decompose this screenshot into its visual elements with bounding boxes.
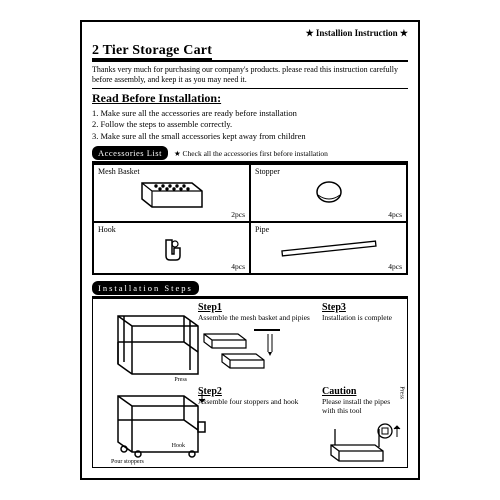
- step2-cell: Step2 Assemble four stoppers and hook: [193, 383, 317, 467]
- hook-icon: [94, 237, 249, 261]
- center-assembly-cell: Press Pour stoppers Hook: [93, 299, 193, 467]
- read-heading: Read Before Installation:: [92, 91, 408, 106]
- read-list: 1. Make sure all the accessories are rea…: [92, 108, 408, 142]
- read-item: 1. Make sure all the accessories are rea…: [92, 108, 408, 119]
- step3-text: Installation is complete: [322, 313, 402, 322]
- read-item: 3. Make sure all the small accessories k…: [92, 131, 408, 142]
- accessories-bar: Accessories List: [92, 146, 168, 160]
- acc-label: Stopper: [255, 167, 402, 176]
- step2-title: Step2: [198, 386, 312, 397]
- caution-diagram: [325, 423, 405, 465]
- caution-title: Caution: [322, 386, 402, 397]
- acc-mesh-basket: Mesh Basket 2pcs: [93, 164, 250, 222]
- instruction-sheet: ★ Installion Instruction ★ 2 Tier Storag…: [80, 20, 420, 480]
- hook-label: Hook: [172, 443, 185, 449]
- acc-pipe: Pipe 4pcs: [250, 222, 407, 274]
- accessories-sub: ★ Check all the accessories first before…: [174, 149, 328, 158]
- acc-qty: 4pcs: [231, 262, 245, 271]
- step3-title: Step3: [322, 302, 402, 313]
- steps-box: Step1 Assemble the mesh basket and pipie…: [92, 298, 408, 468]
- acc-qty: 2pcs: [231, 210, 245, 219]
- header-top-label: ★ Installion Instruction ★: [92, 28, 408, 39]
- press-label-2: Press: [399, 387, 405, 400]
- press-label: Press: [174, 377, 187, 383]
- acc-label: Mesh Basket: [98, 167, 245, 176]
- step3-cell: Step3 Installation is complete: [317, 299, 407, 383]
- caution-text: Please install the pipes with this tool: [322, 397, 402, 415]
- title-row: 2 Tier Storage Cart: [92, 41, 408, 62]
- step2-text: Assemble four stoppers and hook: [198, 397, 312, 406]
- acc-label: Pipe: [255, 225, 402, 234]
- mesh-basket-icon: [94, 179, 249, 209]
- read-item: 2. Follow the steps to assemble correctl…: [92, 119, 408, 130]
- acc-qty: 4pcs: [388, 210, 402, 219]
- product-title: 2 Tier Storage Cart: [92, 43, 212, 61]
- thanks-text: Thanks very much for purchasing our comp…: [92, 65, 408, 89]
- acc-hook: Hook 4pcs: [93, 222, 250, 274]
- steps-header: Installation Steps: [92, 281, 408, 298]
- acc-label: Hook: [98, 225, 245, 234]
- pour-stoppers-label: Pour stoppers: [111, 459, 144, 465]
- pipe-icon: [251, 237, 406, 261]
- accessories-header: Accessories List ★ Check all the accesso…: [92, 146, 408, 163]
- accessories-grid: Mesh Basket 2pcs Stopper: [92, 163, 408, 275]
- stopper-icon: [251, 179, 406, 209]
- steps-bar: Installation Steps: [92, 281, 199, 295]
- acc-qty: 4pcs: [388, 262, 402, 271]
- acc-stopper: Stopper 4pcs: [250, 164, 407, 222]
- caution-cell: Caution Please install the pipes with th…: [317, 383, 407, 467]
